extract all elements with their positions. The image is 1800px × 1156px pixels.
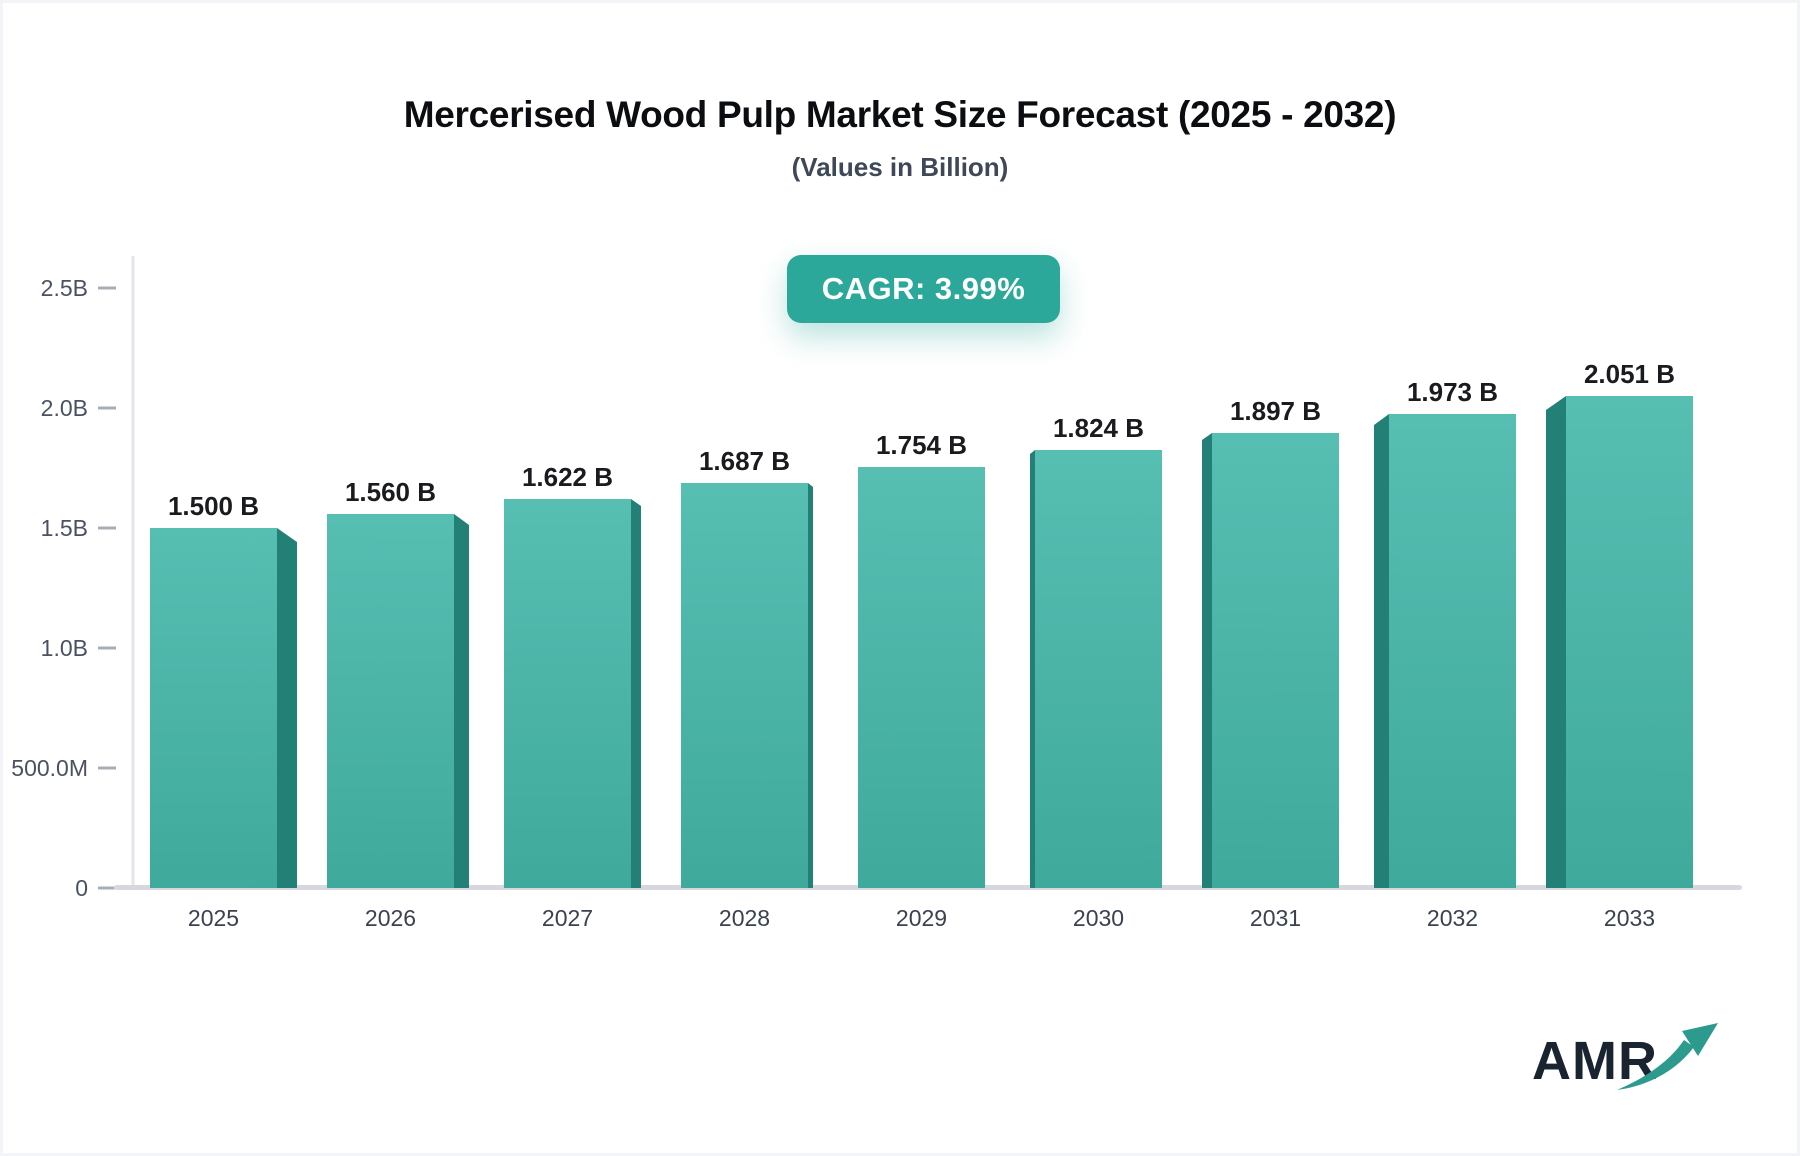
bar-value-label-2025: 1.500 B: [168, 491, 259, 521]
x-axis-label-2025: 2025: [188, 905, 239, 931]
bar-side-2025: [277, 528, 297, 888]
bar-value-label-2030: 1.824 B: [1053, 413, 1144, 443]
x-axis-label-2031: 2031: [1250, 905, 1301, 931]
bar-2033: [1566, 396, 1693, 888]
bar-side-2032: [1374, 414, 1389, 888]
bar-value-label-2028: 1.687 B: [699, 446, 790, 476]
x-axis-label-2027: 2027: [542, 905, 593, 931]
bar-value-label-2031: 1.897 B: [1230, 396, 1321, 426]
bar-2032: [1389, 414, 1516, 888]
bar-2028: [681, 483, 808, 888]
x-axis-label-2026: 2026: [365, 905, 416, 931]
y-tick-label-1.0B: 1.0B: [41, 635, 88, 661]
bar-side-2028: [808, 483, 813, 888]
x-axis-label-2030: 2030: [1073, 905, 1124, 931]
amr-logo: AMR: [1532, 1023, 1725, 1098]
chart-subtitle: (Values in Billion): [791, 152, 1009, 182]
y-tick-label-1.5B: 1.5B: [41, 515, 88, 541]
y-tick-label-2.5B: 2.5B: [41, 275, 88, 301]
bar-2029: [858, 467, 985, 888]
bar-2030: [1035, 450, 1162, 888]
x-axis-label-2028: 2028: [719, 905, 770, 931]
bar-side-2033: [1546, 396, 1566, 888]
bar-2031: [1212, 433, 1339, 888]
y-tick-label-0: 0: [75, 875, 88, 901]
x-axis-label-2032: 2032: [1427, 905, 1478, 931]
bar-value-label-2027: 1.622 B: [522, 462, 613, 492]
y-tick-label-500.0M: 500.0M: [11, 755, 88, 781]
amr-arrow-icon: [1616, 1023, 1718, 1090]
cagr-badge: CAGR: 3.99%: [787, 255, 1060, 323]
y-tick-label-2.0B: 2.0B: [41, 395, 88, 421]
bar-side-2030: [1030, 450, 1035, 888]
bar-side-2026: [454, 514, 469, 888]
bar-value-label-2032: 1.973 B: [1407, 377, 1498, 407]
x-axis-label-2029: 2029: [896, 905, 947, 931]
bar-side-2031: [1202, 433, 1212, 888]
bar-2025: [150, 528, 277, 888]
bar-value-label-2026: 1.560 B: [345, 477, 436, 507]
chart-title: Mercerised Wood Pulp Market Size Forecas…: [403, 94, 1397, 135]
bar-2027: [504, 499, 631, 888]
x-axis-label-2033: 2033: [1604, 905, 1655, 931]
bar-2026: [327, 514, 454, 888]
bar-value-label-2033: 2.051 B: [1584, 359, 1675, 389]
bar-side-2027: [631, 499, 641, 888]
amr-logo-text: AMR: [1532, 1031, 1658, 1091]
bar-value-label-2029: 1.754 B: [876, 430, 967, 460]
